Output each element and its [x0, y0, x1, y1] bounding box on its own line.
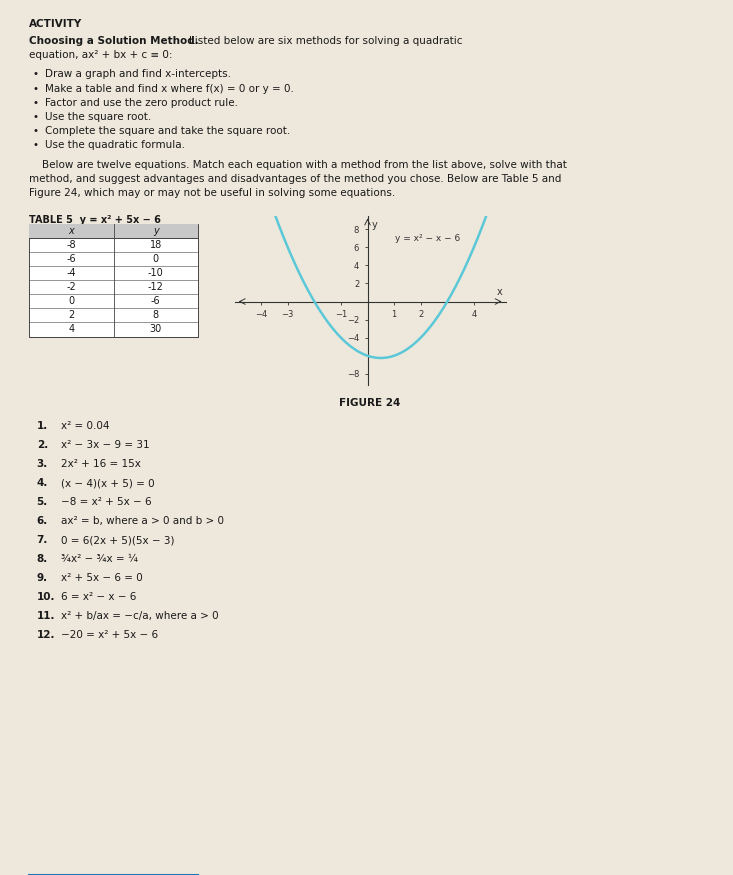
- Text: •: •: [33, 69, 39, 80]
- Text: y = x² − x − 6: y = x² − x − 6: [395, 234, 460, 242]
- Text: -10: -10: [148, 268, 163, 278]
- Text: Use the square root.: Use the square root.: [45, 112, 152, 122]
- Text: x² + b/ax = −c/a, where a > 0: x² + b/ax = −c/a, where a > 0: [61, 612, 218, 621]
- Text: -6: -6: [151, 297, 161, 306]
- Text: 1.: 1.: [37, 422, 48, 431]
- Text: x² = 0.04: x² = 0.04: [61, 422, 109, 431]
- Text: ax² = b, where a > 0 and b > 0: ax² = b, where a > 0 and b > 0: [61, 516, 224, 527]
- Text: 4.: 4.: [37, 479, 48, 488]
- Text: x: x: [69, 226, 74, 236]
- Text: Listed below are six methods for solving a quadratic: Listed below are six methods for solving…: [189, 37, 463, 46]
- Text: 7.: 7.: [37, 536, 48, 545]
- Text: 9.: 9.: [37, 573, 48, 584]
- Text: 2.: 2.: [37, 440, 48, 451]
- Text: Complete the square and take the square root.: Complete the square and take the square …: [45, 126, 291, 136]
- Text: 2x² + 16 = 15x: 2x² + 16 = 15x: [61, 459, 141, 469]
- Text: 3.: 3.: [37, 459, 48, 469]
- Text: Factor and use the zero product rule.: Factor and use the zero product rule.: [45, 98, 238, 108]
- Text: equation, ax² + bx + c ≡ 0:: equation, ax² + bx + c ≡ 0:: [29, 50, 173, 60]
- Text: 6 = x² − x − 6: 6 = x² − x − 6: [61, 592, 136, 602]
- Text: FIGURE 24: FIGURE 24: [339, 398, 401, 408]
- Text: Draw a graph and find x-intercepts.: Draw a graph and find x-intercepts.: [45, 69, 232, 80]
- Text: -6: -6: [67, 254, 76, 264]
- Text: x² + 5x − 6 = 0: x² + 5x − 6 = 0: [61, 573, 143, 584]
- Text: •: •: [33, 83, 39, 94]
- Text: Choosing a Solution Method.: Choosing a Solution Method.: [29, 37, 199, 46]
- Text: •: •: [33, 140, 39, 150]
- Text: 30: 30: [150, 325, 162, 334]
- Text: 5.: 5.: [37, 497, 48, 507]
- Text: 0: 0: [152, 254, 159, 264]
- Text: •: •: [33, 112, 39, 122]
- Text: -8: -8: [67, 240, 76, 250]
- Text: y: y: [153, 226, 158, 236]
- Text: 6.: 6.: [37, 516, 48, 527]
- Text: (x − 4)(x + 5) = 0: (x − 4)(x + 5) = 0: [61, 479, 155, 488]
- Text: Below are twelve equations. Match each equation with a method from the list abov: Below are twelve equations. Match each e…: [29, 160, 567, 170]
- Text: 11.: 11.: [37, 612, 55, 621]
- Text: x² − 3x − 9 = 31: x² − 3x − 9 = 31: [61, 440, 150, 451]
- Text: 8: 8: [152, 311, 159, 320]
- Text: 10.: 10.: [37, 592, 55, 602]
- Text: −8 = x² + 5x − 6: −8 = x² + 5x − 6: [61, 497, 152, 507]
- Text: y: y: [372, 220, 377, 230]
- Text: Use the quadratic formula.: Use the quadratic formula.: [45, 140, 185, 150]
- Text: Figure 24, which may or may not be useful in solving some equations.: Figure 24, which may or may not be usefu…: [29, 188, 396, 199]
- Text: Make a table and find x where f(x) = 0 or y = 0.: Make a table and find x where f(x) = 0 o…: [45, 83, 295, 94]
- Text: 4: 4: [68, 325, 75, 334]
- Text: x: x: [496, 287, 502, 297]
- Text: •: •: [33, 98, 39, 108]
- Text: 0: 0: [68, 297, 75, 306]
- Text: -12: -12: [148, 283, 163, 292]
- Text: -4: -4: [67, 268, 76, 278]
- Text: method, and suggest advantages and disadvantages of the method you chose. Below : method, and suggest advantages and disad…: [29, 174, 561, 185]
- Text: •: •: [33, 126, 39, 136]
- Text: 18: 18: [150, 240, 162, 250]
- Text: ¾x² − ¾x = ¼: ¾x² − ¾x = ¼: [61, 555, 138, 564]
- Text: 8.: 8.: [37, 555, 48, 564]
- Text: 0 = 6(2x + 5)(5x − 3): 0 = 6(2x + 5)(5x − 3): [61, 536, 174, 545]
- Text: 12.: 12.: [37, 630, 55, 640]
- Text: ACTIVITY: ACTIVITY: [29, 19, 83, 29]
- Text: 2: 2: [68, 311, 75, 320]
- Text: −20 = x² + 5x − 6: −20 = x² + 5x − 6: [61, 630, 158, 640]
- Text: -2: -2: [67, 283, 76, 292]
- Text: TABLE 5  y = x² + 5x − 6: TABLE 5 y = x² + 5x − 6: [29, 214, 161, 225]
